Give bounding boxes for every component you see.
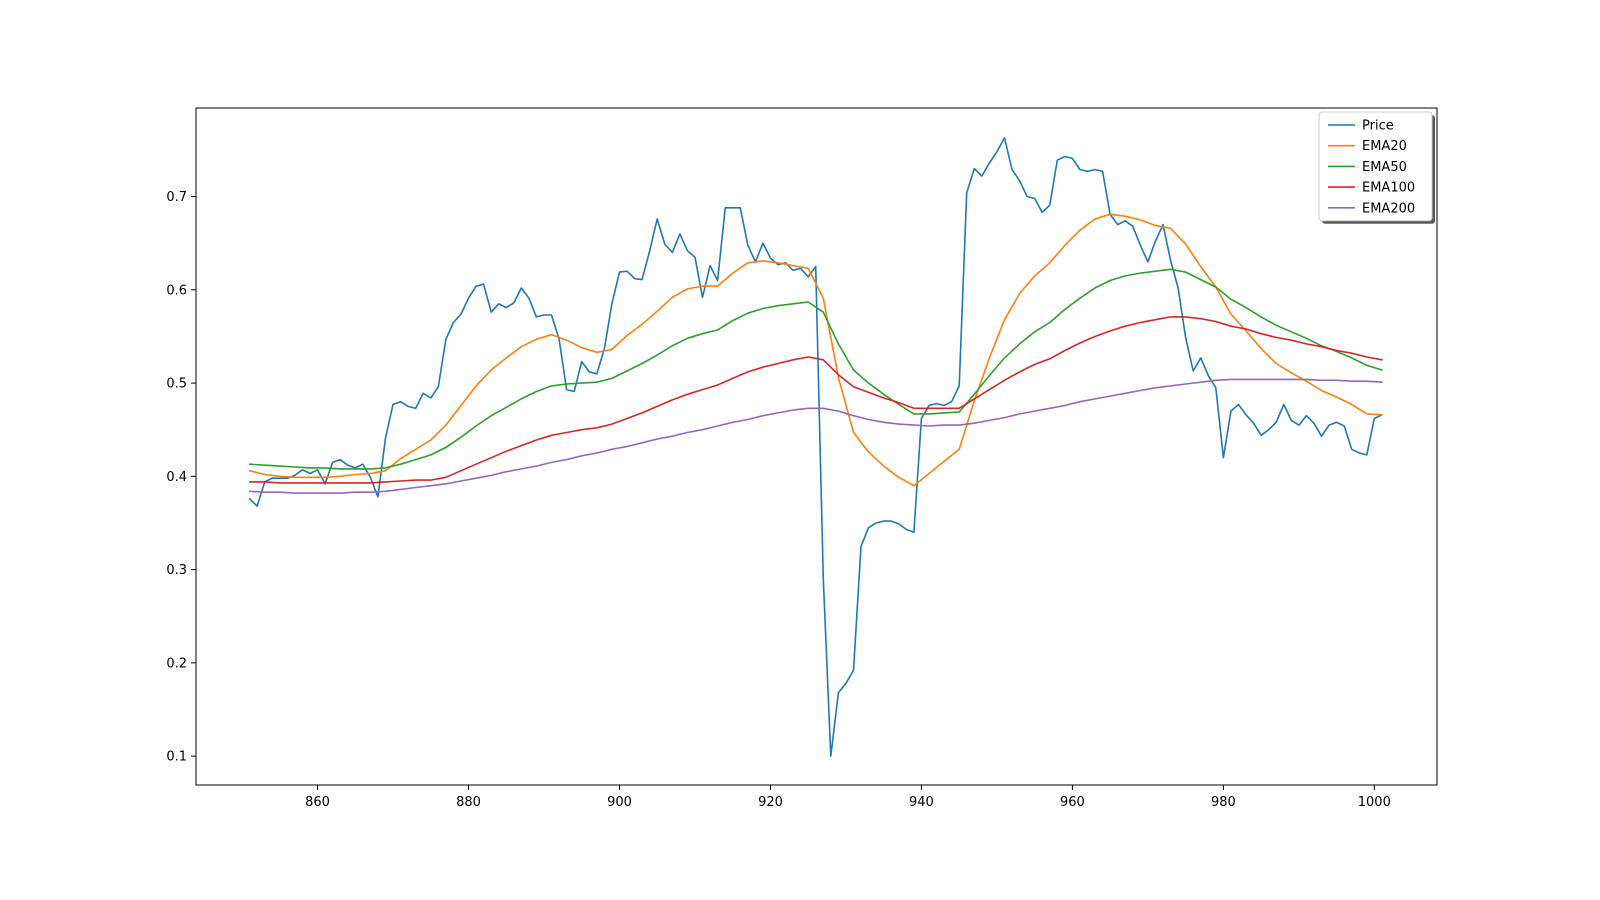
legend-label: EMA200 — [1362, 201, 1415, 216]
legend-entry: EMA200 — [1328, 201, 1415, 216]
x-tick-label: 880 — [456, 795, 481, 810]
y-tick-label: 0.6 — [166, 283, 187, 298]
series-ema20-line — [248, 213, 1383, 487]
series-ema200-line — [248, 378, 1383, 494]
x-tick-label: 860 — [305, 795, 330, 810]
series-price-line — [248, 137, 1383, 757]
x-tick-label: 940 — [909, 795, 934, 810]
x-tick-label: 900 — [607, 795, 632, 810]
y-tick-label: 0.7 — [166, 190, 187, 205]
legend-entry: Price — [1328, 119, 1394, 134]
plot-frame — [195, 107, 1438, 786]
legend: Price EMA20 EMA50 EMA100 EMA200 — [1318, 111, 1435, 224]
legend-entry: EMA100 — [1328, 181, 1415, 196]
legend-label: EMA50 — [1362, 160, 1407, 175]
y-tick-label: 0.3 — [166, 563, 187, 578]
x-tick-label: 960 — [1060, 795, 1085, 810]
y-tick-label: 0.2 — [166, 656, 187, 671]
y-tick-label: 0.1 — [166, 750, 187, 765]
legend-label: EMA20 — [1362, 139, 1407, 154]
y-tick-label: 0.5 — [166, 377, 187, 392]
legend-entry: EMA50 — [1328, 160, 1407, 175]
legend-box — [1318, 111, 1433, 222]
series-ema100-line — [248, 316, 1383, 484]
y-tick-label: 0.4 — [166, 470, 187, 485]
legend-entry: EMA20 — [1328, 139, 1407, 154]
legend-label: EMA100 — [1362, 181, 1415, 196]
x-tick-label: 980 — [1211, 795, 1236, 810]
x-tick-label: 920 — [758, 795, 783, 810]
legend-label: Price — [1362, 119, 1394, 134]
x-tick-label: 1000 — [1358, 795, 1391, 810]
series-ema50-line — [248, 268, 1383, 470]
